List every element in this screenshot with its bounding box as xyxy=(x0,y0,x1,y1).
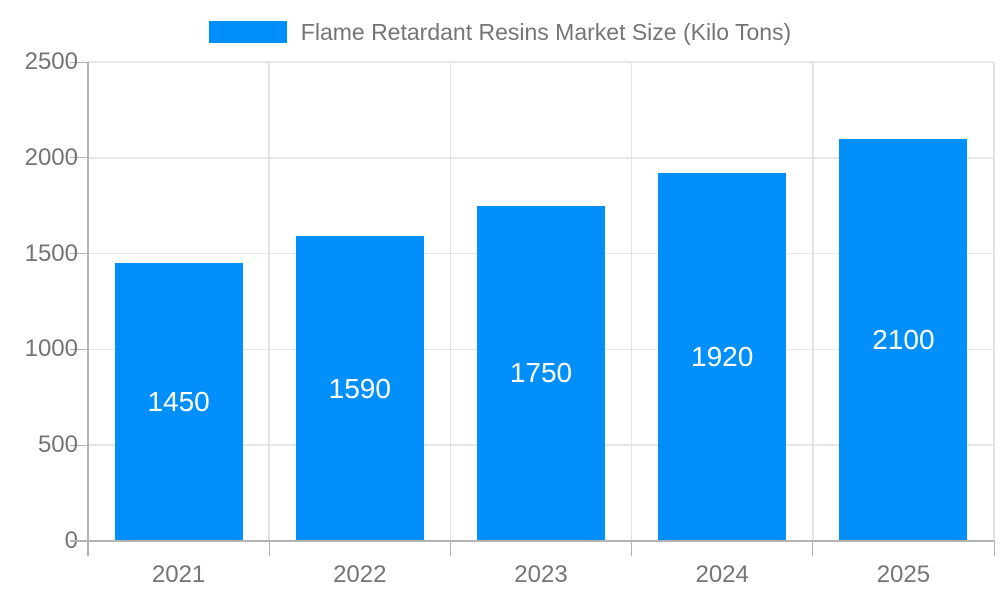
y-tick-label: 1000 xyxy=(24,335,78,363)
y-axis-line xyxy=(87,62,89,556)
x-tick-label: 2024 xyxy=(695,561,749,588)
x-tick xyxy=(631,541,633,556)
y-tick xyxy=(70,348,88,350)
gridline-horizontal xyxy=(88,157,994,159)
y-tick xyxy=(70,157,88,159)
bar[interactable]: 2100 xyxy=(839,138,968,541)
gridline-vertical xyxy=(812,62,814,541)
bar[interactable]: 1450 xyxy=(114,263,243,541)
bar-value-label: 2100 xyxy=(872,323,935,355)
legend: Flame Retardant Resins Market Size (Kilo… xyxy=(0,19,1000,45)
x-tick-label: 2023 xyxy=(514,561,568,588)
y-tick-label: 2000 xyxy=(24,143,78,171)
x-tick-label: 2025 xyxy=(876,561,931,588)
bar-value-label: 1590 xyxy=(328,372,391,404)
y-tick-label: 2500 xyxy=(24,48,78,75)
y-tick-label: 0 xyxy=(64,527,78,554)
gridline-vertical xyxy=(630,62,633,541)
bar[interactable]: 1920 xyxy=(658,173,787,541)
x-tick xyxy=(812,541,814,556)
x-tick xyxy=(993,541,995,556)
y-tick xyxy=(70,253,88,255)
legend-label: Flame Retardant Resins Market Size (Kilo… xyxy=(300,18,792,45)
y-tick-label: 500 xyxy=(37,431,78,459)
bar[interactable]: 1590 xyxy=(295,236,424,541)
bar-value-label: 1920 xyxy=(691,341,754,373)
gridline-vertical xyxy=(993,62,995,541)
bar[interactable]: 1750 xyxy=(477,205,605,541)
legend-swatch-icon xyxy=(208,21,287,43)
x-tick-label: 2021 xyxy=(151,561,206,588)
x-tick xyxy=(268,541,270,556)
bar-value-label: 1450 xyxy=(147,386,210,418)
legend-item[interactable]: Flame Retardant Resins Market Size (Kilo… xyxy=(208,18,792,46)
gridline-vertical xyxy=(449,62,452,541)
y-tick xyxy=(70,444,88,446)
gridline-horizontal xyxy=(88,61,994,63)
y-tick-label: 1500 xyxy=(24,239,78,267)
x-tick-label: 2022 xyxy=(333,561,387,588)
x-axis-line xyxy=(70,540,994,542)
gridline-vertical xyxy=(268,62,270,541)
y-tick xyxy=(70,61,88,63)
bar-value-label: 1750 xyxy=(509,357,573,389)
x-tick xyxy=(449,541,451,556)
